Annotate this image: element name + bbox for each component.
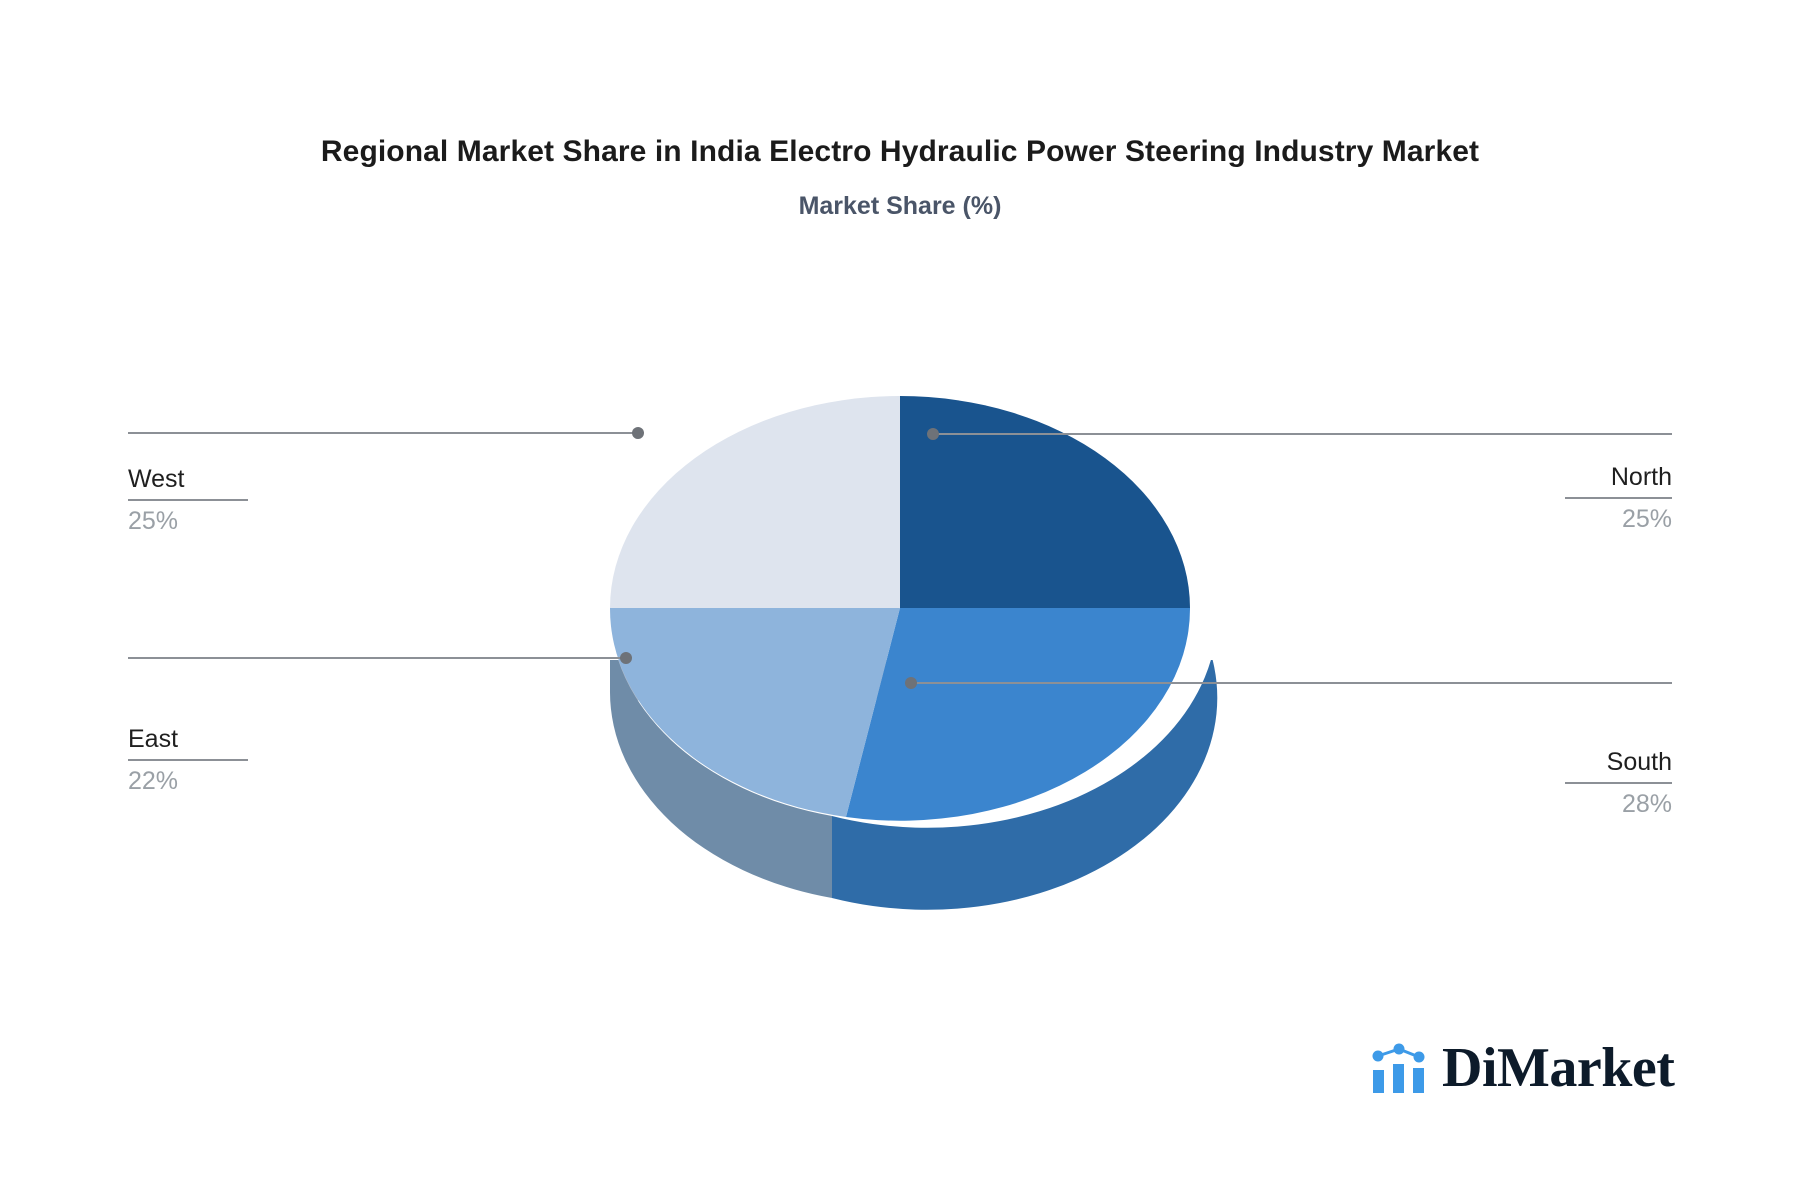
pie-svg	[609, 396, 1218, 910]
pie-top-face	[609, 396, 1191, 821]
pie-label-north-value: 25%	[1621, 505, 1672, 533]
pie-slice-west[interactable]	[610, 396, 900, 608]
leader-dot-north	[927, 428, 939, 440]
pie-label-east-rule	[128, 759, 248, 761]
pie-label-west: West 25%	[128, 462, 248, 538]
chart-title: Regional Market Share in India Electro H…	[320, 135, 1480, 168]
pie-label-west-name: West	[128, 465, 185, 493]
pie-label-south-value: 28%	[1621, 790, 1672, 818]
bar-chart-icon	[1370, 1042, 1428, 1094]
pie-depth-south	[832, 660, 1218, 910]
pie-slice-east[interactable]	[609, 608, 900, 817]
brand-name: DiMarket	[1442, 1037, 1675, 1099]
leader-dot-west	[632, 427, 644, 439]
pie-label-north-name: North	[1610, 463, 1672, 491]
pie-chart	[576, 360, 1224, 960]
pie-label-west-value: 25%	[128, 507, 179, 535]
leader-dot-east	[620, 652, 632, 664]
pie-label-south: South 28%	[1565, 745, 1672, 821]
pie-slice-south[interactable]	[846, 608, 1191, 821]
chart-subtitle: Market Share (%)	[798, 192, 1002, 220]
pie-label-south-name: South	[1606, 748, 1672, 776]
pie-label-south-rule	[1565, 782, 1672, 784]
pie-depth-east	[609, 660, 832, 898]
pie-label-east-name: East	[128, 725, 179, 753]
pie-label-west-rule	[128, 499, 248, 501]
pie-label-east-value: 22%	[128, 767, 179, 795]
pie-label-north: North 25%	[1565, 460, 1672, 536]
pie-label-north-rule	[1565, 497, 1672, 499]
brand-logo: DiMarket	[1370, 1037, 1675, 1099]
pie-label-east: East 22%	[128, 722, 248, 798]
pie-slice-north[interactable]	[900, 396, 1190, 608]
leader-dot-south	[905, 677, 917, 689]
